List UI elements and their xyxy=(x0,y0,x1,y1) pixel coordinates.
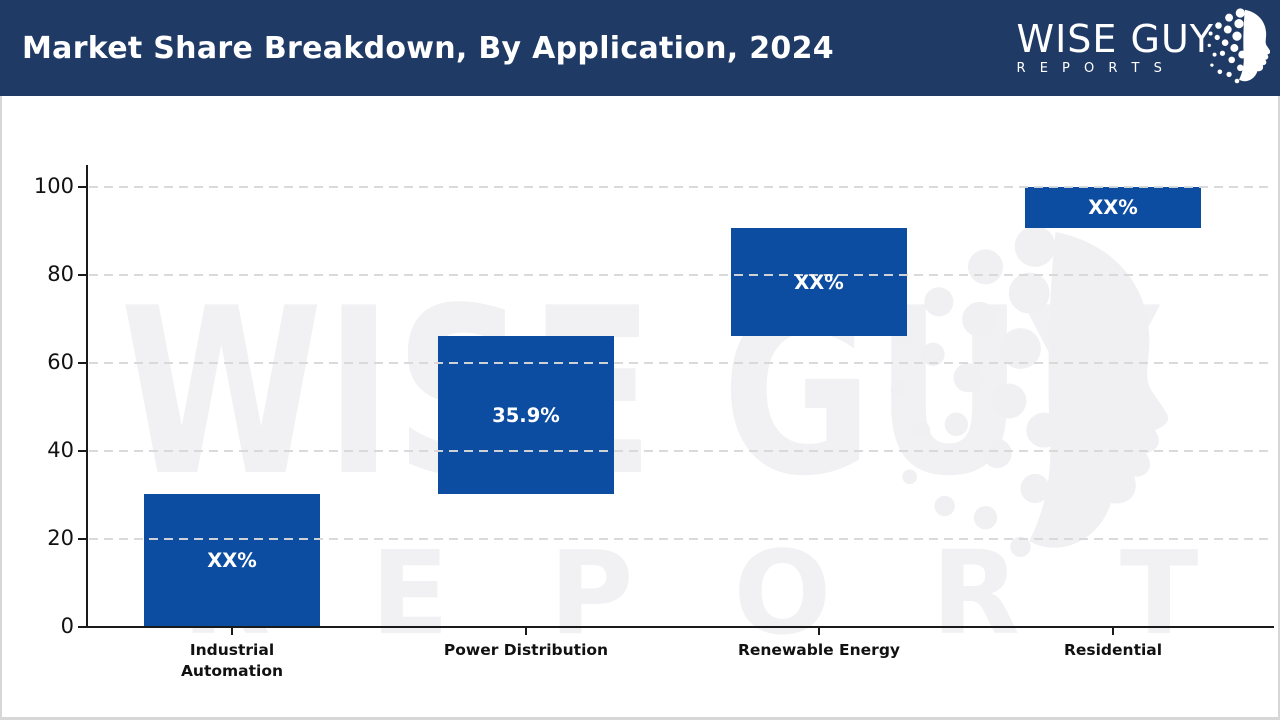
page-title: Market Share Breakdown, By Application, … xyxy=(22,30,834,66)
x-tick-mark-4 xyxy=(1112,628,1114,635)
x-tick-mark-2 xyxy=(525,628,527,635)
y-tick-label-20: 20 xyxy=(47,526,74,550)
y-tick-mark-0 xyxy=(78,626,87,628)
gridline-100 xyxy=(89,186,1274,188)
x-tick-mark-1 xyxy=(231,628,233,635)
y-tick-mark-100 xyxy=(78,186,87,188)
wise-guy-reports-logo: WISE GUY R E P O R T S xyxy=(1017,0,1270,96)
y-tick-mark-40 xyxy=(78,450,87,452)
y-tick-label-80: 80 xyxy=(47,262,74,286)
dotted-head-icon xyxy=(1207,8,1270,84)
y-tick-mark-60 xyxy=(78,362,87,364)
watermark-reports-text: R E P O R T S xyxy=(182,527,1280,661)
chart-plot-area: XX% 35.9% XX% XX% 0 20 40 60 80 100 Industrial Auto… xyxy=(2,96,1280,720)
watermark-dotted-head-icon xyxy=(890,226,1169,558)
y-axis-line xyxy=(86,165,88,628)
y-tick-mark-20 xyxy=(78,538,87,540)
category-label-line: Power Distribution xyxy=(443,641,609,659)
gridline-20 xyxy=(89,538,1274,540)
y-tick-label-100: 100 xyxy=(33,174,74,198)
logo-primary-text: WISE GUY xyxy=(1016,16,1214,61)
bar-industrial-automation[interactable] xyxy=(144,494,320,627)
y-tick-label-40: 40 xyxy=(47,438,74,462)
y-tick-label-60: 60 xyxy=(47,350,74,374)
category-label-line: Automation xyxy=(180,662,284,680)
bar-renewable-energy[interactable] xyxy=(731,228,907,337)
x-axis-line xyxy=(86,626,1274,628)
gridline-80 xyxy=(89,274,1274,276)
logo-secondary-text: R E P O R T S xyxy=(1016,60,1167,76)
category-label-residential: Residential xyxy=(1013,640,1213,661)
gridline-40 xyxy=(89,450,1274,452)
gridline-60 xyxy=(89,362,1274,364)
y-tick-label-0: 0 xyxy=(60,614,74,638)
category-label-power-distribution: Power Distribution xyxy=(426,640,626,661)
bar-power-distribution[interactable] xyxy=(438,336,614,495)
header-bar: Market Share Breakdown, By Application, … xyxy=(0,0,1280,96)
category-label-line: Residential xyxy=(1063,641,1163,659)
y-tick-mark-80 xyxy=(78,274,87,276)
category-label-line: Renewable Energy xyxy=(737,641,901,659)
bar-residential[interactable] xyxy=(1025,187,1201,229)
category-label-industrial-automation: Industrial Automation xyxy=(132,640,332,682)
category-label-renewable-energy: Renewable Energy xyxy=(719,640,919,661)
logo-text: WISE GUY R E P O R T S xyxy=(1017,19,1214,78)
category-label-line: Industrial xyxy=(189,641,275,659)
x-tick-mark-3 xyxy=(818,628,820,635)
